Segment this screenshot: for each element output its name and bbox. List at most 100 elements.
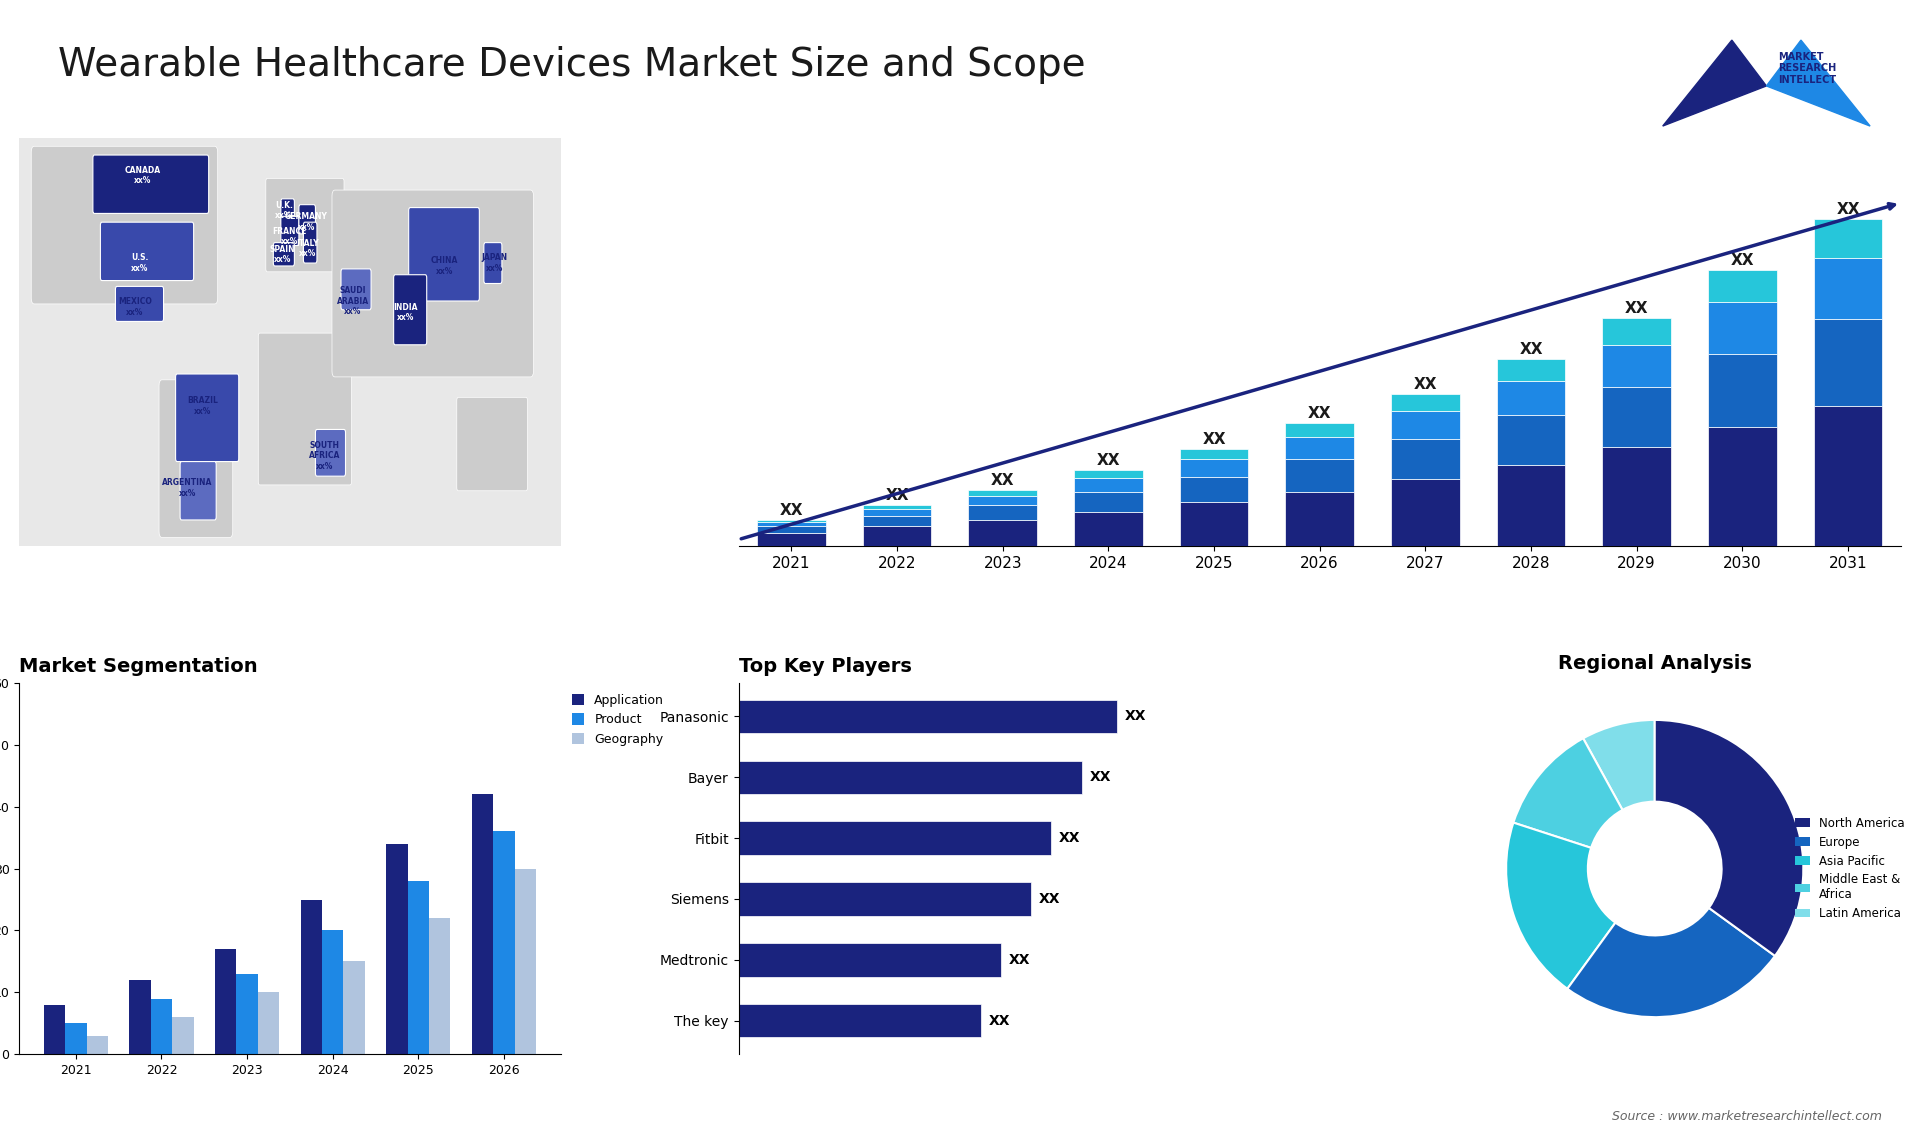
Bar [301,900,323,1054]
Circle shape [1588,802,1722,935]
Text: XX: XX [1039,892,1060,906]
Bar [739,822,1052,855]
Bar [1709,427,1776,547]
Bar [44,1005,65,1054]
Bar [344,961,365,1054]
Bar [65,1023,86,1054]
Bar [515,869,536,1054]
Bar [1179,477,1248,502]
FancyBboxPatch shape [484,243,501,283]
Bar [1179,460,1248,477]
Text: XX: XX [1308,407,1331,422]
FancyBboxPatch shape [31,147,217,304]
FancyBboxPatch shape [300,205,315,234]
Bar [1498,465,1565,547]
FancyBboxPatch shape [159,379,232,537]
Text: XX: XX [991,473,1014,488]
Bar [756,523,826,526]
Text: XX: XX [989,1014,1010,1028]
FancyBboxPatch shape [332,190,534,377]
Polygon shape [1663,40,1766,126]
Bar [472,794,493,1054]
Wedge shape [1567,908,1774,1018]
Bar [739,1004,981,1037]
Text: XX: XX [1202,432,1225,447]
Text: XX: XX [1730,253,1755,268]
Bar [739,882,1031,916]
FancyBboxPatch shape [180,462,217,520]
Bar [968,490,1037,495]
Wedge shape [1584,720,1655,810]
Bar [1073,470,1142,478]
Bar [1284,492,1354,547]
Bar [386,843,407,1054]
FancyBboxPatch shape [303,222,317,264]
Bar [1603,345,1670,387]
Bar [756,533,826,547]
Bar [1498,360,1565,380]
FancyBboxPatch shape [394,275,426,345]
Bar [129,980,152,1054]
Bar [257,992,278,1054]
Bar [1709,303,1776,354]
Text: MEXICO
xx%: MEXICO xx% [117,297,152,316]
Bar [1498,416,1565,465]
Bar [1390,411,1459,439]
Text: FRANCE
xx%: FRANCE xx% [273,227,307,246]
FancyBboxPatch shape [457,398,528,490]
FancyBboxPatch shape [265,179,344,272]
FancyBboxPatch shape [259,333,351,485]
Text: CANADA
xx%: CANADA xx% [125,166,161,186]
Bar [862,509,931,516]
Bar [1814,258,1882,320]
Text: CHINA
xx%: CHINA xx% [432,257,459,276]
Title: Regional Analysis: Regional Analysis [1557,654,1751,673]
Legend: Application, Product, Geography: Application, Product, Geography [566,689,670,751]
Bar [739,943,1000,976]
Text: XX: XX [885,488,908,503]
Bar [968,505,1037,519]
Bar [1709,354,1776,427]
Text: BRAZIL
xx%: BRAZIL xx% [188,397,219,416]
Text: Market Segmentation: Market Segmentation [19,657,257,676]
Bar [968,519,1037,547]
Text: SPAIN
xx%: SPAIN xx% [269,244,296,264]
Bar [236,974,257,1054]
Bar [215,949,236,1054]
Wedge shape [1655,720,1803,956]
FancyBboxPatch shape [315,430,346,476]
Bar [1814,406,1882,547]
Bar [1709,270,1776,303]
FancyBboxPatch shape [19,138,561,547]
Text: XX: XX [1060,831,1081,845]
Text: U.S.
xx%: U.S. xx% [131,253,148,273]
Bar [1073,492,1142,511]
Text: Wearable Healthcare Devices Market Size and Scope: Wearable Healthcare Devices Market Size … [58,46,1085,84]
Text: SOUTH
AFRICA
xx%: SOUTH AFRICA xx% [309,441,340,471]
Text: XX: XX [780,503,803,518]
Text: INDIA
xx%: INDIA xx% [394,303,419,322]
Bar [1814,320,1882,406]
Bar [1603,447,1670,547]
Text: XX: XX [1413,377,1436,392]
Text: GERMANY
xx%: GERMANY xx% [284,212,328,231]
Text: U.K.
xx%: U.K. xx% [275,201,292,220]
FancyBboxPatch shape [115,286,163,321]
Wedge shape [1513,738,1622,848]
Legend: North America, Europe, Asia Pacific, Middle East &
Africa, Latin America: North America, Europe, Asia Pacific, Mid… [1791,813,1908,925]
Text: XX: XX [1089,770,1112,784]
Text: ITALY
xx%: ITALY xx% [296,238,319,258]
Bar [1073,478,1142,492]
FancyBboxPatch shape [175,374,238,462]
Bar [1814,219,1882,258]
Bar [1179,449,1248,460]
Bar [493,831,515,1054]
Text: MARKET
RESEARCH
INTELLECT: MARKET RESEARCH INTELLECT [1778,52,1836,85]
Bar [407,881,428,1054]
Text: XX: XX [1519,343,1544,358]
Bar [739,700,1117,733]
Bar [1073,511,1142,547]
Bar [1390,394,1459,411]
FancyBboxPatch shape [92,155,209,213]
Bar [1284,460,1354,492]
